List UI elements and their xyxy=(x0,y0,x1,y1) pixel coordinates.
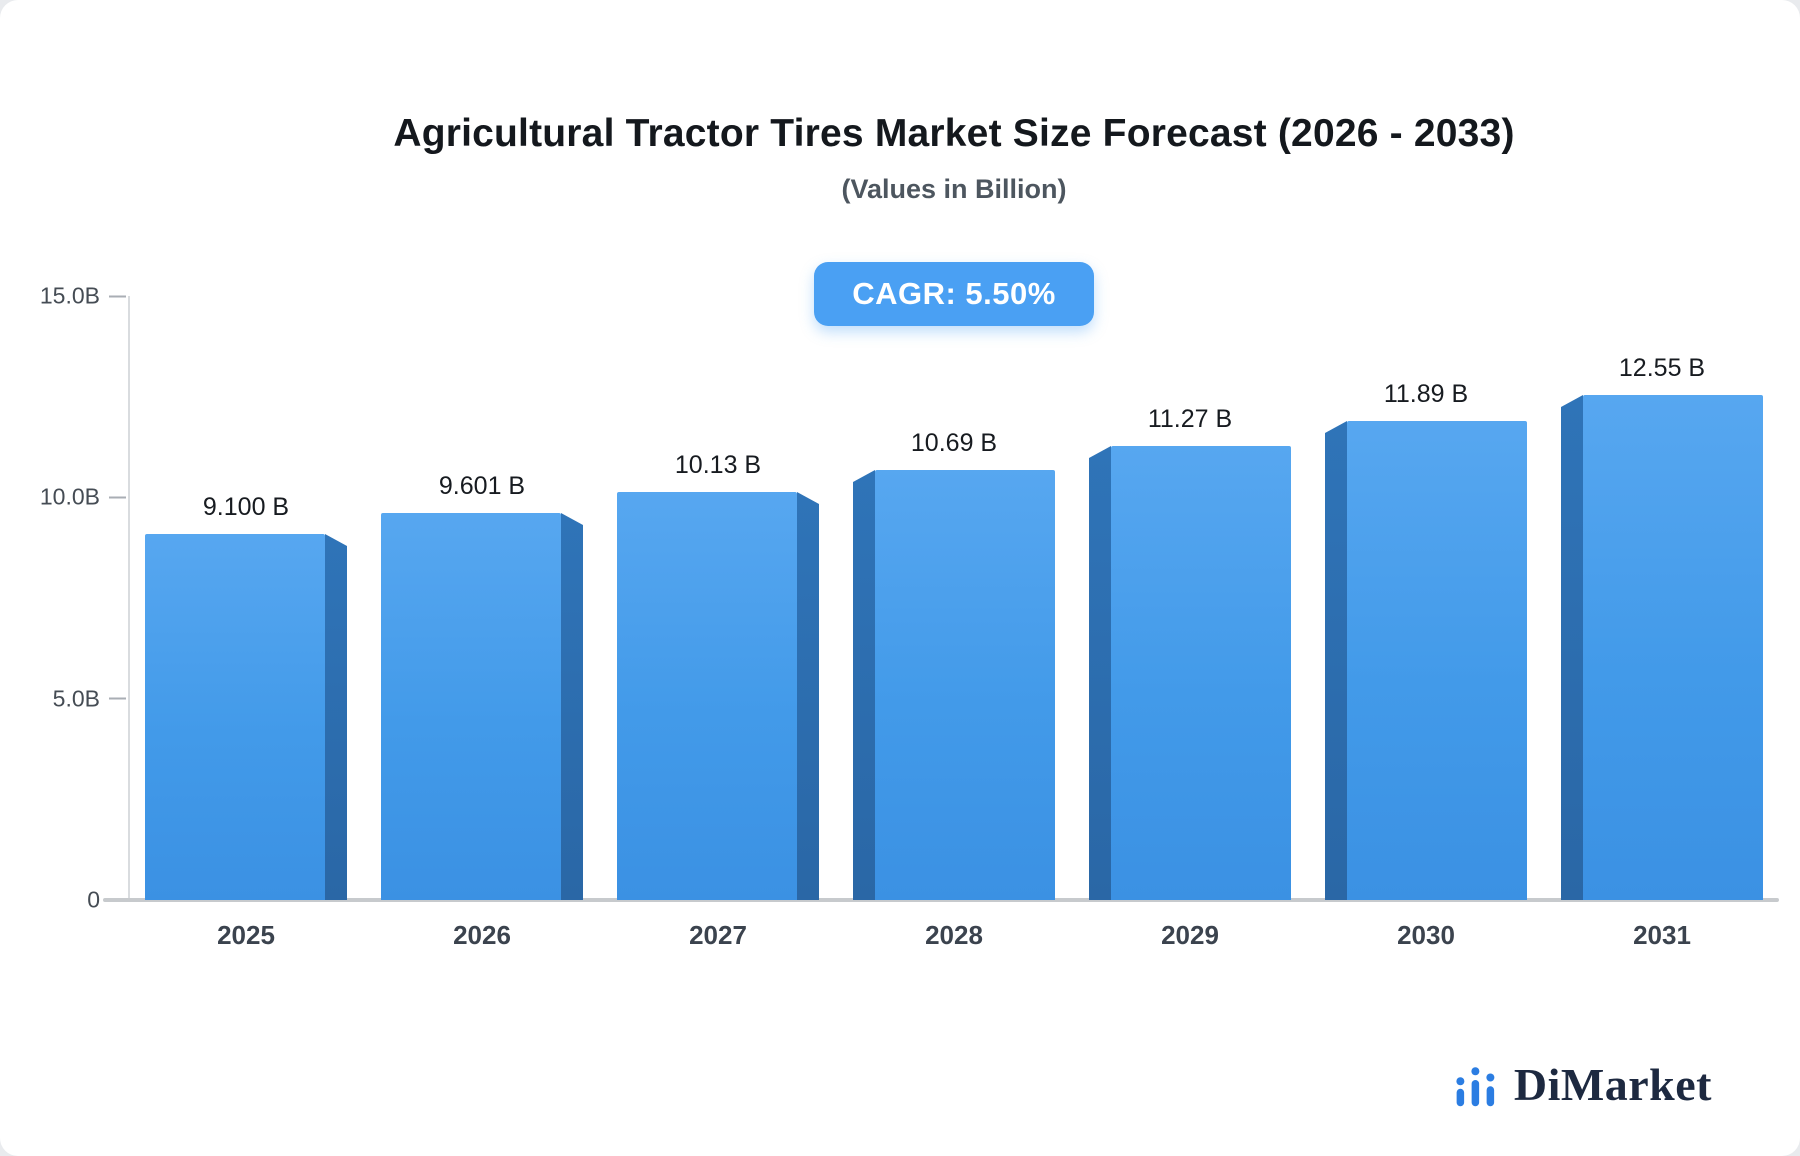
x-tick-label: 2027 xyxy=(689,920,747,950)
bar-group-2025: 9.100 B 2025 xyxy=(128,296,364,950)
bar-value-label: 10.69 B xyxy=(910,429,998,457)
bar-value-label: 11.89 B xyxy=(1383,380,1469,408)
bar-face xyxy=(381,513,561,900)
dimarket-logo-text: DiMarket xyxy=(1513,1059,1712,1110)
bar-value-label: 12.55 B xyxy=(1618,354,1706,382)
bar-face xyxy=(1583,395,1763,900)
bar-value-label: 9.100 B xyxy=(202,493,290,521)
cagr-badge: CAGR: 5.50% xyxy=(814,262,1094,326)
y-tick-label: 0 xyxy=(87,886,100,913)
bar-side-shade xyxy=(1561,395,1583,900)
y-axis: 15.0B 10.0B 5.0B 0 xyxy=(0,283,128,913)
bar-side-shade xyxy=(561,513,583,900)
x-tick-label: 2028 xyxy=(925,920,983,950)
mini-bar-chart-icon xyxy=(1456,1066,1495,1106)
bar-side-shade xyxy=(1325,421,1347,900)
y-tick-label: 5.0B xyxy=(52,685,100,712)
y-tick-mark xyxy=(109,295,126,297)
bar-side-shade xyxy=(853,470,875,900)
bar-side-shade xyxy=(1089,446,1111,900)
y-tick-row: 10.0B xyxy=(0,484,128,511)
bar-face xyxy=(1111,446,1291,900)
bar-2029: 11.27 B xyxy=(1089,405,1291,900)
bar-group-2028: 10.69 B 2028 xyxy=(836,296,1072,950)
chart-title: Agricultural Tractor Tires Market Size F… xyxy=(393,112,1515,155)
bar-2025: 9.100 B xyxy=(145,493,347,900)
y-tick-mark xyxy=(109,697,126,700)
bar-group-2030: 11.89 B 2030 xyxy=(1308,296,1544,950)
bar-face xyxy=(617,492,797,900)
x-tick-label: 2031 xyxy=(1633,920,1691,950)
x-tick-label: 2026 xyxy=(453,920,511,950)
y-tick-label: 15.0B xyxy=(39,282,100,309)
bar-side-shade xyxy=(797,492,819,900)
bar-value-label: 9.601 B xyxy=(438,472,526,500)
bar-value-label: 10.13 B xyxy=(674,451,762,479)
x-tick-label: 2029 xyxy=(1161,920,1219,950)
x-tick-label: 2030 xyxy=(1397,920,1455,950)
y-axis-line xyxy=(128,296,130,900)
bar-side-shade xyxy=(325,534,347,900)
bar-face xyxy=(145,534,325,900)
x-axis-line xyxy=(103,898,1779,902)
chart-subtitle: (Values in Billion) xyxy=(841,174,1067,204)
bar-2031: 12.55 B xyxy=(1561,354,1763,900)
y-tick-mark xyxy=(109,496,126,499)
y-tick-row: 5.0B xyxy=(0,685,128,712)
bar-2027: 10.13 B xyxy=(617,451,819,900)
bar-group-2029: 11.27 B 2029 xyxy=(1072,296,1308,950)
plot-area: 9.100 B 2025 9.601 B 2026 10.13 B 2027 10.69 B… xyxy=(128,296,1780,950)
bar-group-2027: 10.13 B 2027 xyxy=(600,296,836,950)
bar-2028: 10.69 B xyxy=(853,429,1055,900)
bar-group-2031: 12.55 B 2031 xyxy=(1544,296,1780,950)
x-tick-label: 2025 xyxy=(217,920,275,950)
bar-value-label: 11.27 B xyxy=(1147,405,1233,433)
bar-2030: 11.89 B xyxy=(1325,380,1527,900)
bar-face xyxy=(875,470,1055,900)
y-tick-row: 15.0B xyxy=(0,283,128,310)
y-tick-label: 10.0B xyxy=(39,483,100,510)
bar-group-2026: 9.601 B 2026 xyxy=(364,296,600,950)
bar-face xyxy=(1347,421,1527,900)
dimarket-logo: DiMarket xyxy=(1451,1058,1712,1111)
cagr-badge-row: CAGR: 5.50% xyxy=(128,262,1780,326)
bar-2026: 9.601 B xyxy=(381,472,583,900)
